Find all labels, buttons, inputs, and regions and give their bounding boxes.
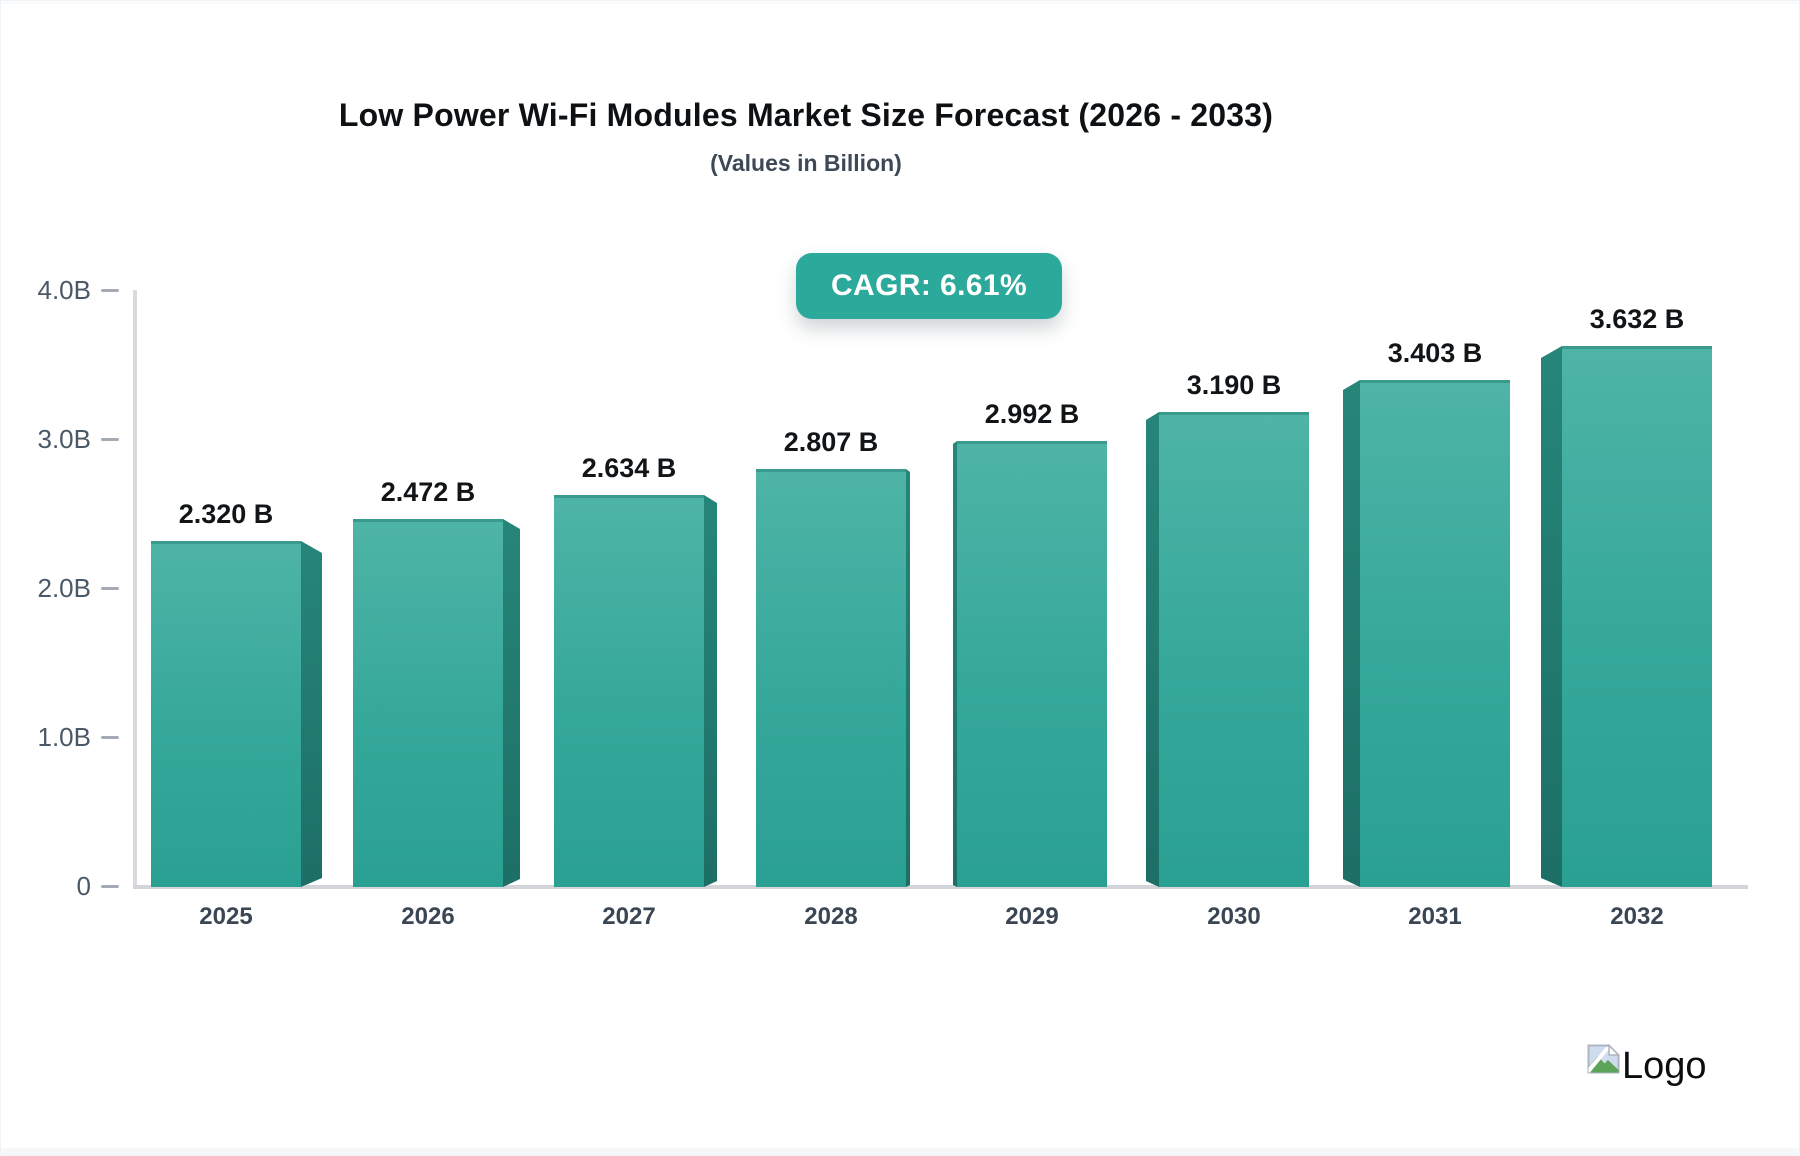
- bar-top-edge: [554, 495, 704, 498]
- bar-2030[interactable]: [1159, 412, 1309, 887]
- x-axis-label-2028: 2028: [804, 903, 858, 930]
- broken-image-icon: [1587, 1043, 1621, 1079]
- bar-2028[interactable]: [756, 469, 906, 887]
- page-bottom-border: [1, 1148, 1799, 1155]
- x-axis-label-2025: 2025: [199, 903, 253, 930]
- bar-top-edge: [756, 469, 906, 472]
- chart-title: Low Power Wi-Fi Modules Market Size Fore…: [338, 97, 1274, 133]
- y-axis-tick: [101, 289, 119, 292]
- bar-value-label: 2.634 B: [581, 453, 677, 483]
- y-axis-tick-label: 0: [76, 871, 91, 901]
- y-axis-tick: [101, 885, 119, 888]
- logo-alt-text: Logo: [1622, 1045, 1707, 1087]
- bar-top-edge: [957, 441, 1107, 444]
- bar-side-face-2029: [953, 441, 957, 887]
- bar-top-edge: [1360, 380, 1510, 383]
- page-top-border: [1, 1, 1799, 4]
- y-axis-tick-label: 1.0B: [37, 722, 92, 752]
- bar-2025[interactable]: [151, 541, 301, 887]
- chart-subtitle: (Values in Billion): [710, 150, 902, 176]
- y-axis-tick-label: 3.0B: [37, 424, 92, 454]
- bar-value-label: 2.992 B: [984, 399, 1080, 429]
- bar-side-face-2028: [906, 469, 910, 887]
- bar-2031[interactable]: [1360, 380, 1510, 887]
- x-axis-label-2026: 2026: [401, 903, 455, 930]
- y-axis-tick: [101, 438, 119, 441]
- y-axis-tick-label: 4.0B: [37, 275, 92, 305]
- bar-side-face-2027: [704, 495, 717, 887]
- x-axis-label-2030: 2030: [1207, 903, 1261, 930]
- cagr-badge: CAGR: 6.61%: [796, 253, 1062, 319]
- x-axis-label-2029: 2029: [1005, 903, 1059, 930]
- x-axis-label-2032: 2032: [1610, 903, 1664, 930]
- bar-value-label: 3.632 B: [1589, 304, 1685, 334]
- bar-value-label: 3.190 B: [1186, 370, 1282, 400]
- bar-side-face-2026: [503, 519, 520, 887]
- x-axis-label-2027: 2027: [602, 903, 656, 930]
- y-axis-tick-label: 2.0B: [37, 573, 92, 603]
- bar-side-face-2025: [301, 541, 322, 887]
- y-axis-line: [133, 290, 137, 889]
- bar-top-edge: [1562, 346, 1712, 349]
- bar-2027[interactable]: [554, 495, 704, 887]
- bar-2032[interactable]: [1562, 346, 1712, 887]
- bar-top-edge: [353, 519, 503, 522]
- bar-side-face-2032: [1541, 346, 1562, 887]
- bar-side-face-2030: [1146, 412, 1159, 887]
- y-axis-tick: [101, 736, 119, 739]
- bar-value-label: 2.807 B: [783, 427, 879, 457]
- bar-2026[interactable]: [353, 519, 503, 887]
- bar-value-label: 2.472 B: [380, 477, 476, 507]
- bar-2029[interactable]: [957, 441, 1107, 887]
- bar-value-label: 2.320 B: [178, 499, 274, 529]
- bar-value-label: 3.403 B: [1387, 338, 1483, 368]
- x-axis-label-2031: 2031: [1408, 903, 1462, 930]
- x-axis-line: [133, 885, 1748, 889]
- logo: Logo: [1587, 1043, 1707, 1088]
- bar-top-edge: [1159, 412, 1309, 415]
- bar-top-edge: [151, 541, 301, 544]
- y-axis-tick: [101, 587, 119, 590]
- bar-side-face-2031: [1343, 380, 1360, 887]
